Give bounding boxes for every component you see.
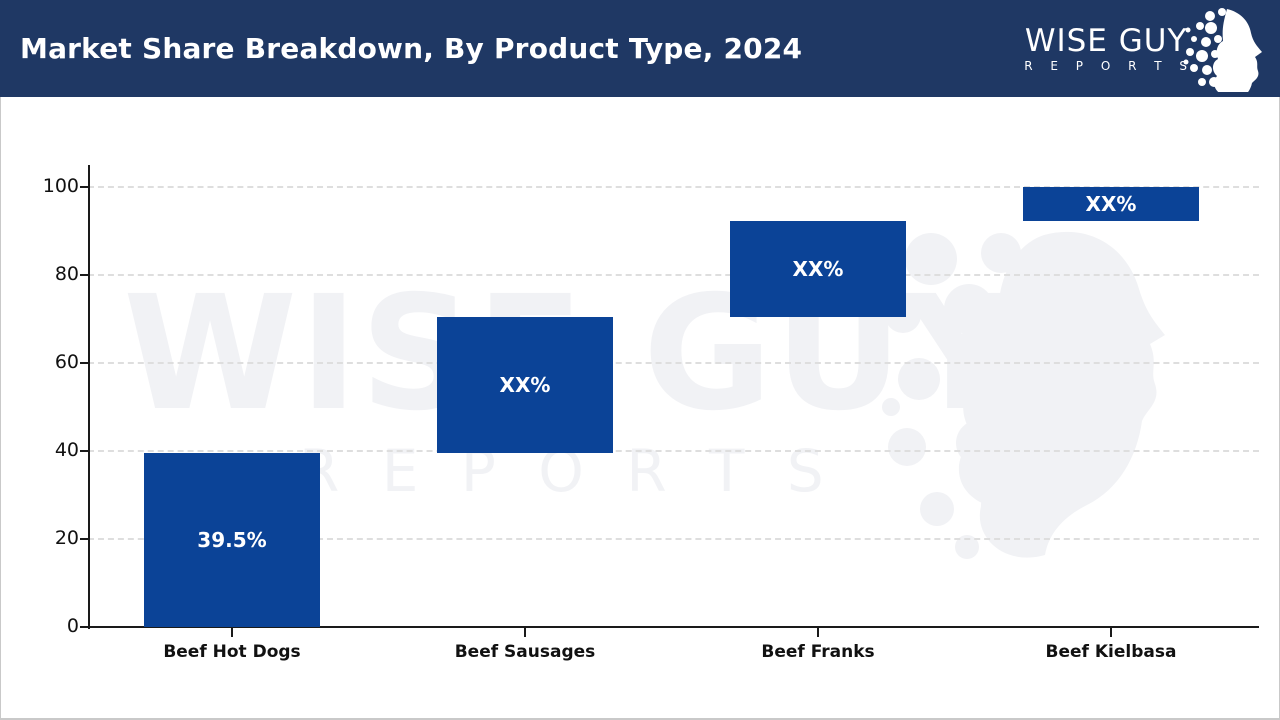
logo-wordmark-line1: WISE GUY [1024,22,1188,59]
gridline-80 [88,274,1259,276]
x-axis-line [88,626,1259,628]
bar-value-label: XX% [1085,191,1137,216]
x-tick-mark-3 [817,628,819,637]
y-tick-mark-60 [80,362,88,364]
header-bar: Market Share Breakdown, By Product Type,… [0,0,1280,97]
bar-beef-kielbasa: XX% [1023,187,1199,221]
watermark-head-graphic [882,231,1165,559]
y-tick-label-0: 0 [66,615,79,637]
x-category-label-2: Beef Sausages [454,642,596,662]
chart-canvas: WISE GUY R E P O R T S 0 20 40 60 80 100 39.5%… [0,97,1280,720]
gridline-60 [88,362,1259,364]
x-tick-mark-1 [231,628,233,637]
x-category-label-4: Beef Kielbasa [1045,642,1177,662]
wise-guy-logo: WISE GUY R E P O R T S [1018,6,1266,92]
x-tick-mark-4 [1110,628,1112,637]
gridline-20 [88,538,1259,540]
y-tick-label-20: 20 [54,527,79,549]
y-tick-mark-100 [80,186,88,188]
bar-beef-sausages: XX% [437,316,613,454]
gridline-40 [88,450,1259,452]
bar-value-label: XX% [792,256,844,281]
x-tick-mark-2 [524,628,526,637]
x-category-label-3: Beef Franks [761,642,875,662]
y-tick-label-100: 100 [42,175,79,197]
y-tick-label-80: 80 [54,263,79,285]
y-tick-mark-20 [80,538,88,540]
bar-beef-hot-dogs: 39.5% [144,453,320,627]
logo-wordmark: WISE GUY R E P O R T S [1018,22,1194,73]
dotted-head-profile-icon [1183,7,1262,92]
y-tick-mark-80 [80,274,88,276]
bar-value-label: 39.5% [197,528,267,553]
y-axis-line [88,165,90,629]
bar-value-label: XX% [499,372,551,397]
y-tick-mark-40 [80,450,88,452]
page-title: Market Share Breakdown, By Product Type,… [20,32,803,65]
y-tick-label-40: 40 [54,439,79,461]
y-tick-label-60: 60 [54,351,79,373]
y-tick-mark-0 [80,626,88,628]
x-category-label-1: Beef Hot Dogs [163,642,301,662]
bar-beef-franks: XX% [730,220,906,317]
gridline-100 [88,186,1259,188]
logo-wordmark-line2: R E P O R T S [1024,58,1194,73]
